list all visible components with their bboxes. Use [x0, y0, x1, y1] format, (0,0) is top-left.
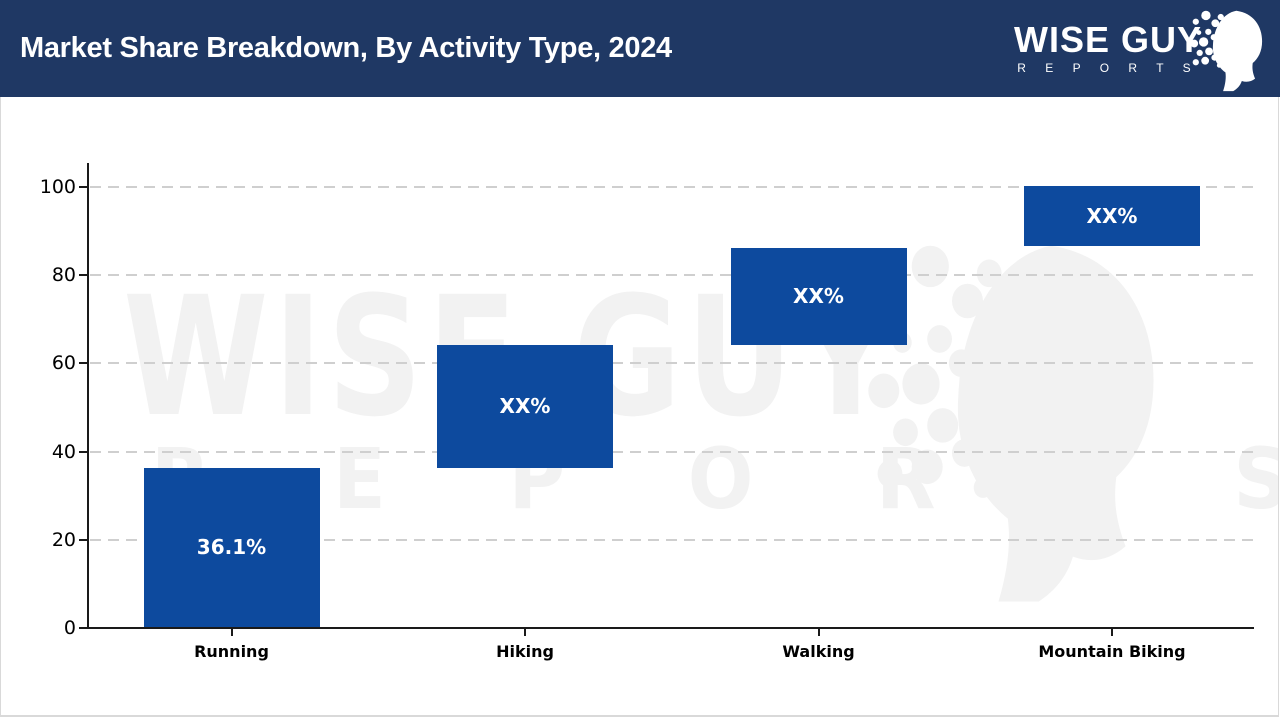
bar-value-label-hiking: XX% [499, 394, 551, 419]
x-tick-walking [817, 629, 820, 636]
wiseguy-logo: WISE GUY R E P O R T S [1014, 6, 1266, 92]
y-tick-0 [79, 627, 87, 629]
bar-walking: XX% [730, 247, 907, 346]
y-tick-60 [79, 362, 87, 365]
y-tick-100 [79, 186, 87, 188]
y-tick-label-100: 100 [39, 176, 76, 198]
logo-wordmark: WISE GUY [1013, 19, 1202, 60]
plot-area: 0 20 40 60 80 100 36.1% Running XX% Hiking XX% Walk… [1, 97, 1278, 715]
gridline-100 [90, 186, 1254, 188]
y-tick-40 [79, 450, 87, 453]
bar-value-label-walking: XX% [793, 284, 844, 309]
y-tick-20 [79, 538, 87, 541]
x-tick-label-mountain-biking: Mountain Biking [1038, 642, 1186, 661]
y-tick-80 [79, 274, 87, 277]
y-axis-line [87, 163, 89, 629]
x-tick-running [230, 629, 233, 636]
logo-text: WISE GUY R E P O R T S [1013, 19, 1202, 76]
bar-value-label-mountain-biking: XX% [1086, 203, 1138, 228]
page-title: Market Share Breakdown, By Activity Type… [20, 32, 672, 64]
bar-mountain-biking: XX% [1024, 186, 1200, 246]
bar-hiking: XX% [437, 345, 613, 468]
chart-card: WISE GUY R E P O R T S 0 20 40 60 80 100 36.1%… [0, 97, 1279, 717]
gridline-40 [90, 450, 1254, 453]
gridline-20 [90, 538, 1254, 541]
y-tick-label-0: 0 [63, 617, 76, 639]
gridline-80 [90, 274, 1254, 277]
wiseguy-face-icon [1190, 10, 1263, 91]
x-tick-hiking [524, 629, 526, 636]
x-tick-label-walking: Walking [782, 642, 855, 661]
y-tick-label-60: 60 [51, 352, 76, 375]
bar-running: 36.1% [143, 467, 320, 627]
x-tick-label-running: Running [194, 642, 269, 661]
x-tick-mountain-biking [1111, 629, 1113, 636]
y-tick-label-80: 80 [51, 264, 76, 287]
gridline-60 [90, 362, 1254, 365]
header-bar: Market Share Breakdown, By Activity Type… [0, 0, 1280, 97]
x-tick-label-hiking: Hiking [496, 642, 554, 661]
x-axis-line [87, 627, 1254, 629]
bar-value-label-running: 36.1% [196, 535, 267, 560]
logo-subtitle: R E P O R T S [1017, 61, 1199, 75]
y-tick-label-20: 20 [51, 528, 76, 551]
y-tick-label-40: 40 [51, 440, 76, 463]
